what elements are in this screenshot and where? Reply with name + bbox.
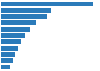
Bar [1,8,51,13]
Bar [1,20,36,25]
Bar [1,1,93,6]
Bar [1,65,10,70]
Bar [1,27,30,32]
Bar [1,58,13,63]
Bar [1,52,15,57]
Bar [1,46,18,51]
Bar [1,33,24,38]
Bar [1,39,21,44]
Bar [1,14,47,19]
